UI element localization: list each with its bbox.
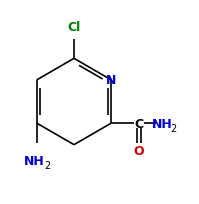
Text: NH: NH bbox=[152, 117, 173, 130]
Text: NH: NH bbox=[24, 154, 45, 167]
Text: 2: 2 bbox=[171, 123, 177, 133]
Text: C: C bbox=[134, 117, 143, 130]
Text: N: N bbox=[106, 74, 116, 87]
Text: 2: 2 bbox=[44, 161, 51, 170]
Text: Cl: Cl bbox=[67, 21, 81, 34]
Text: O: O bbox=[134, 144, 144, 157]
